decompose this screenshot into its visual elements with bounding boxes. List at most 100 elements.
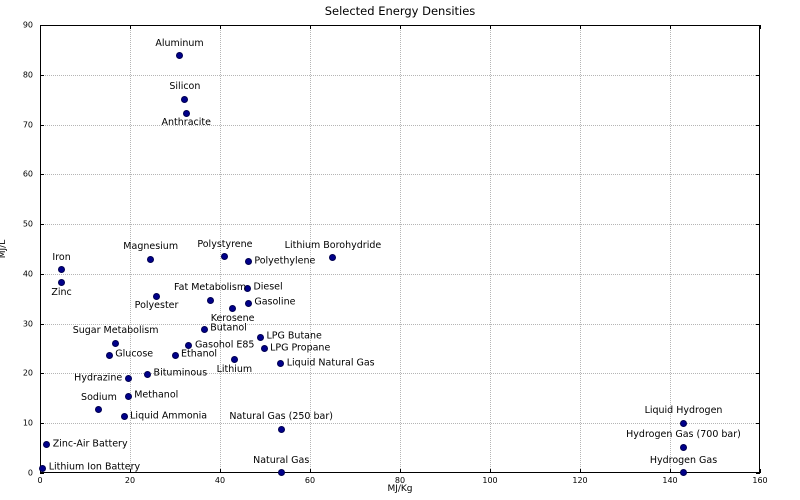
x-tick-mark — [400, 25, 401, 29]
y-gridline — [40, 423, 760, 425]
x-tick-mark — [130, 469, 131, 473]
y-tick-label: 70 — [22, 120, 33, 130]
data-point — [229, 305, 237, 313]
y-tick-mark — [756, 124, 760, 126]
x-tick-mark — [670, 25, 671, 29]
data-point-label: Liquid Ammonia — [130, 410, 208, 422]
x-tick-mark — [130, 25, 131, 29]
data-point — [243, 284, 251, 292]
x-tick-mark — [760, 25, 761, 29]
x-axis-label: MJ/Kg — [387, 484, 413, 494]
x-tick-mark — [670, 469, 671, 473]
data-point-label: Lithium Borohydride — [284, 240, 382, 252]
x-tick-mark — [760, 469, 761, 473]
data-point — [124, 375, 132, 383]
data-point — [680, 469, 687, 476]
y-axis-label: MJ/L — [0, 239, 8, 259]
plot-area: 0 20 40 60 80 100 120 140 160 0 10 20 30 40 50 60 70 80 90… — [23, 21, 768, 486]
data-point-label: Aluminum — [155, 37, 204, 49]
data-point-label: Butanol — [210, 322, 247, 334]
data-point-label: Polystyrene — [197, 239, 253, 251]
y-tick-mark — [40, 423, 44, 425]
x-gridline — [310, 25, 311, 473]
x-tick-label: 80 — [394, 476, 406, 485]
x-tick-label: 160 — [752, 476, 768, 485]
y-gridline — [40, 373, 760, 375]
data-point-label: Lithium Ion Battery — [48, 461, 141, 473]
data-point-label: Glucose — [115, 348, 154, 360]
x-tick-mark — [400, 469, 401, 473]
y-tick-label: 40 — [22, 269, 33, 279]
y-tick-mark — [756, 74, 760, 76]
x-tick-mark — [310, 469, 311, 473]
data-point-label: Sodium — [81, 391, 117, 403]
data-point — [171, 351, 179, 359]
data-point — [277, 360, 285, 368]
x-gridline — [220, 25, 221, 473]
y-tick-mark — [756, 423, 760, 425]
data-point-label: LPG Butane — [266, 330, 322, 342]
x-gridline — [670, 25, 671, 473]
y-tick-label: 30 — [22, 319, 33, 329]
data-point — [329, 254, 337, 262]
y-gridline — [40, 273, 760, 275]
y-tick-mark — [40, 273, 44, 275]
x-gridline — [580, 25, 581, 473]
data-point-label: Magnesium — [123, 241, 179, 253]
y-tick-mark — [40, 174, 44, 176]
x-tick-label: 20 — [124, 476, 136, 485]
data-point — [124, 392, 132, 400]
y-tick-mark — [756, 224, 760, 226]
data-point — [230, 356, 238, 363]
data-point-label: Polyester — [134, 300, 179, 312]
data-point — [244, 299, 252, 307]
chart-title: Selected Energy Densities — [324, 4, 476, 18]
data-point-label: Natural Gas — [253, 454, 310, 466]
data-point-label: LPG Propane — [270, 342, 331, 354]
data-point-label: Anthracite — [161, 117, 211, 129]
data-point — [680, 443, 687, 451]
data-point-label: Gasohol E85 — [194, 339, 255, 351]
data-point-label: Bituminous — [153, 367, 208, 379]
y-tick-label: 20 — [22, 368, 33, 378]
y-tick-label: 0 — [27, 468, 33, 478]
data-point-label: Diesel — [253, 281, 283, 293]
y-gridline — [40, 323, 760, 325]
data-point-label: Zinc — [51, 286, 72, 298]
data-point — [147, 255, 155, 263]
y-tick-mark — [40, 74, 44, 76]
x-tick-mark — [310, 25, 311, 29]
y-tick-label: 90 — [22, 20, 33, 30]
x-tick-label: 40 — [214, 476, 226, 485]
y-tick-mark — [756, 273, 760, 275]
y-tick-label: 80 — [22, 70, 33, 80]
y-tick-mark — [756, 323, 760, 325]
y-gridline — [40, 174, 760, 176]
data-point-label: Fat Metabolism — [174, 282, 247, 294]
y-tick-mark — [40, 124, 44, 126]
x-tick-mark — [580, 25, 581, 29]
x-tick-mark — [580, 469, 581, 473]
x-tick-label: 140 — [662, 476, 678, 485]
data-point — [153, 292, 161, 300]
x-gridline — [400, 25, 401, 473]
data-point-label: Liquid Hydrogen — [644, 405, 723, 417]
x-tick-label: 100 — [482, 476, 498, 485]
data-point — [260, 345, 268, 353]
x-gridline — [490, 25, 491, 473]
data-point — [277, 425, 285, 433]
data-point-label: Kerosene — [210, 312, 255, 324]
data-point-label: Polyethylene — [254, 255, 316, 267]
x-tick-label: 60 — [304, 476, 316, 485]
y-tick-label: 10 — [22, 418, 33, 428]
y-gridline — [40, 224, 760, 226]
y-tick-mark — [756, 373, 760, 375]
data-point — [43, 441, 51, 449]
y-tick-mark — [40, 224, 44, 226]
data-point-label: Lithium — [216, 363, 253, 375]
data-point-label: Methanol — [134, 389, 179, 401]
y-tick-mark — [756, 25, 760, 26]
data-point — [181, 95, 189, 103]
data-point — [221, 253, 229, 261]
x-tick-mark — [220, 469, 221, 473]
